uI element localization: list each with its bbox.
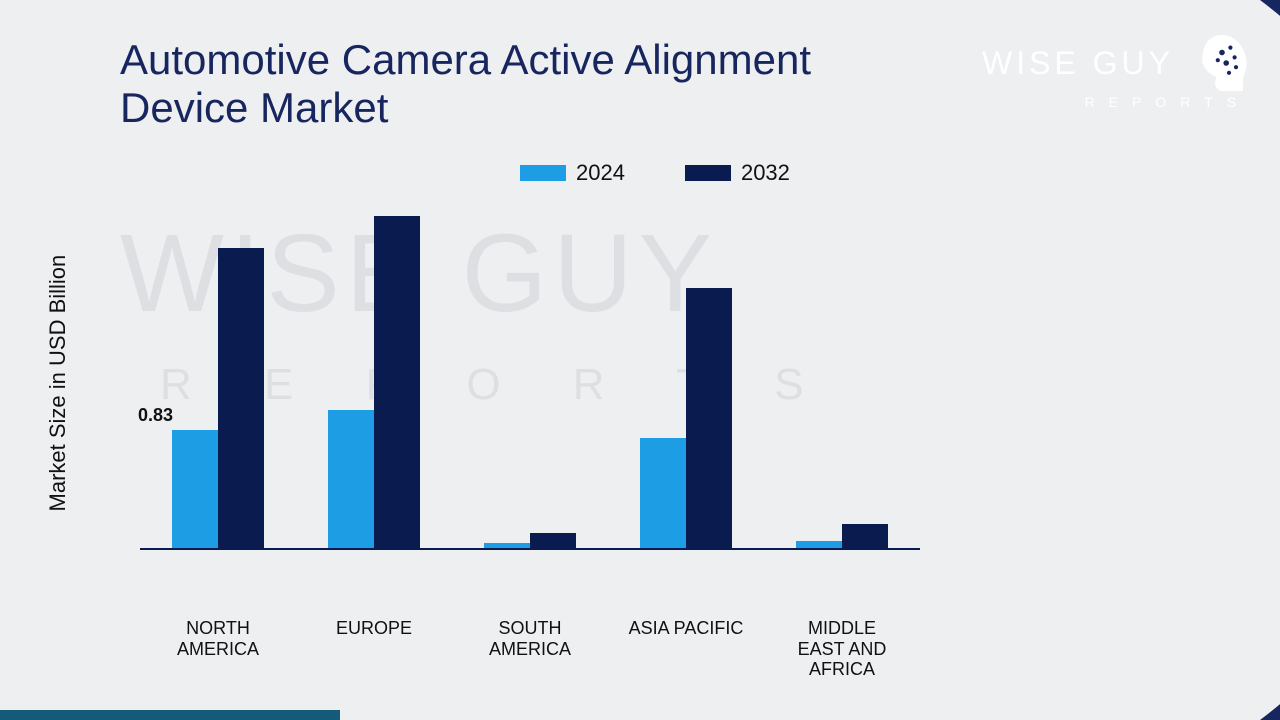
- legend-label-2024: 2024: [576, 160, 625, 186]
- brand-logo-line2: REPORTS: [982, 94, 1250, 110]
- brand-logo: WISE GUY REPORTS: [982, 28, 1250, 110]
- chart-plot: Market Size in USD Billion 0.83 NORTH AM…: [100, 190, 920, 610]
- legend-label-2032: 2032: [741, 160, 790, 186]
- report-canvas: WISE GUY REPORTS WISE GUY R E P O R T S …: [0, 0, 1280, 720]
- brand-logo-line1: WISE GUY: [982, 28, 1250, 98]
- chart-legend: 2024 2032: [520, 160, 790, 186]
- x-axis-labels: NORTH AMERICA EUROPE SOUTH AMERICA ASIA PAC…: [140, 618, 920, 680]
- bar-group: 0.83: [158, 248, 278, 550]
- x-axis-label: SOUTH AMERICA: [470, 618, 590, 680]
- y-axis-label: Market Size in USD Billion: [45, 255, 71, 512]
- x-axis-label: NORTH AMERICA: [158, 618, 278, 680]
- bar-2024: [172, 430, 218, 550]
- x-axis-label: EUROPE: [314, 618, 434, 680]
- bar-2032: [218, 248, 264, 550]
- bar-group: [626, 288, 746, 550]
- bar-2024: [328, 410, 374, 550]
- accent-bar: [0, 710, 340, 720]
- brand-logo-text1: WISE GUY: [982, 45, 1174, 82]
- bar-group: [314, 216, 434, 550]
- bar-2024: [640, 438, 686, 550]
- bar-group: [782, 524, 902, 550]
- legend-swatch-2024: [520, 165, 566, 181]
- chart-title: Automotive Camera Active Alignment Devic…: [120, 36, 920, 133]
- bar-2032: [686, 288, 732, 550]
- bar-2032: [374, 216, 420, 550]
- chart-baseline: [140, 548, 920, 550]
- legend-item-2024: 2024: [520, 160, 625, 186]
- x-axis-label: ASIA PACIFIC: [626, 618, 746, 680]
- legend-item-2032: 2032: [685, 160, 790, 186]
- brand-head-icon: [1180, 28, 1250, 98]
- bar-value-label: 0.83: [138, 405, 173, 426]
- chart-area: 0.83: [140, 190, 920, 550]
- x-axis-label: MIDDLE EAST AND AFRICA: [782, 618, 902, 680]
- bar-2032: [842, 524, 888, 550]
- legend-swatch-2032: [685, 165, 731, 181]
